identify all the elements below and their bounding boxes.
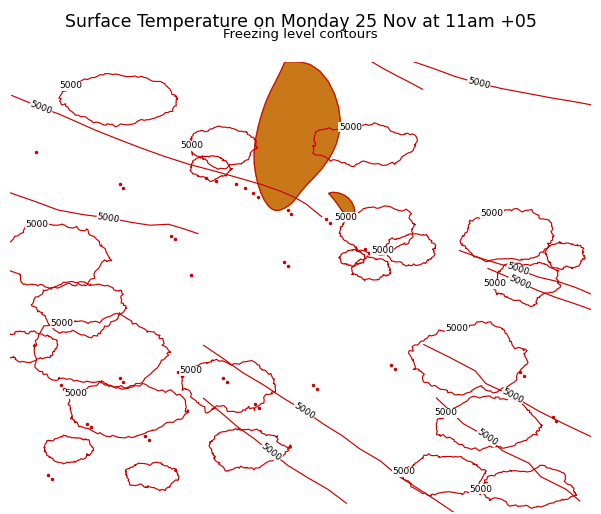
- Text: 5000: 5000: [445, 324, 468, 333]
- Text: 5000: 5000: [475, 427, 499, 447]
- Polygon shape: [329, 192, 355, 220]
- Text: 5000: 5000: [334, 213, 357, 222]
- Text: 5000: 5000: [29, 99, 53, 116]
- Text: 5000: 5000: [505, 262, 530, 278]
- Text: 5000: 5000: [484, 279, 507, 288]
- Text: 5000: 5000: [59, 81, 82, 90]
- Text: 5000: 5000: [96, 212, 120, 224]
- Text: 5000: 5000: [259, 442, 283, 463]
- Text: 5000: 5000: [371, 246, 394, 255]
- Text: 5000: 5000: [50, 319, 73, 327]
- Text: 5000: 5000: [180, 366, 203, 376]
- Text: 5000: 5000: [466, 76, 491, 90]
- Text: 5000: 5000: [292, 401, 316, 421]
- Text: 5000: 5000: [507, 273, 532, 291]
- Text: 5000: 5000: [469, 485, 492, 494]
- Polygon shape: [254, 62, 340, 210]
- Text: Surface Temperature on Monday 25 Nov at 11am +05: Surface Temperature on Monday 25 Nov at …: [64, 13, 537, 31]
- Text: 5000: 5000: [180, 141, 203, 150]
- Text: Freezing level contours: Freezing level contours: [223, 28, 378, 41]
- Text: 5000: 5000: [480, 209, 504, 218]
- Text: 5000: 5000: [339, 123, 362, 132]
- Text: 5000: 5000: [392, 467, 415, 476]
- Text: 5000: 5000: [65, 389, 88, 398]
- Text: 5000: 5000: [25, 219, 48, 229]
- Text: 5000: 5000: [435, 409, 457, 417]
- Text: 5000: 5000: [501, 387, 525, 406]
